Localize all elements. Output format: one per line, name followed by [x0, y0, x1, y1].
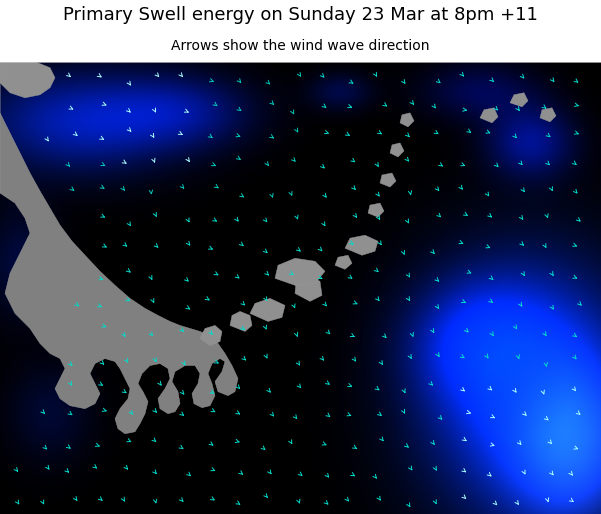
Polygon shape [0, 62, 55, 98]
Polygon shape [345, 235, 378, 255]
Polygon shape [250, 298, 285, 321]
Polygon shape [380, 173, 396, 187]
Polygon shape [400, 113, 414, 127]
Polygon shape [200, 325, 222, 345]
Polygon shape [540, 108, 556, 122]
Polygon shape [335, 255, 352, 269]
Polygon shape [295, 276, 322, 301]
Polygon shape [230, 311, 252, 332]
Text: Primary Swell energy on Sunday 23 Mar at 8pm +11: Primary Swell energy on Sunday 23 Mar at… [63, 6, 538, 25]
Polygon shape [275, 258, 325, 285]
Polygon shape [390, 143, 404, 157]
Polygon shape [0, 62, 238, 434]
Polygon shape [510, 93, 528, 107]
Polygon shape [480, 108, 498, 123]
Text: Arrows show the wind wave direction: Arrows show the wind wave direction [171, 39, 430, 53]
Polygon shape [368, 203, 384, 217]
